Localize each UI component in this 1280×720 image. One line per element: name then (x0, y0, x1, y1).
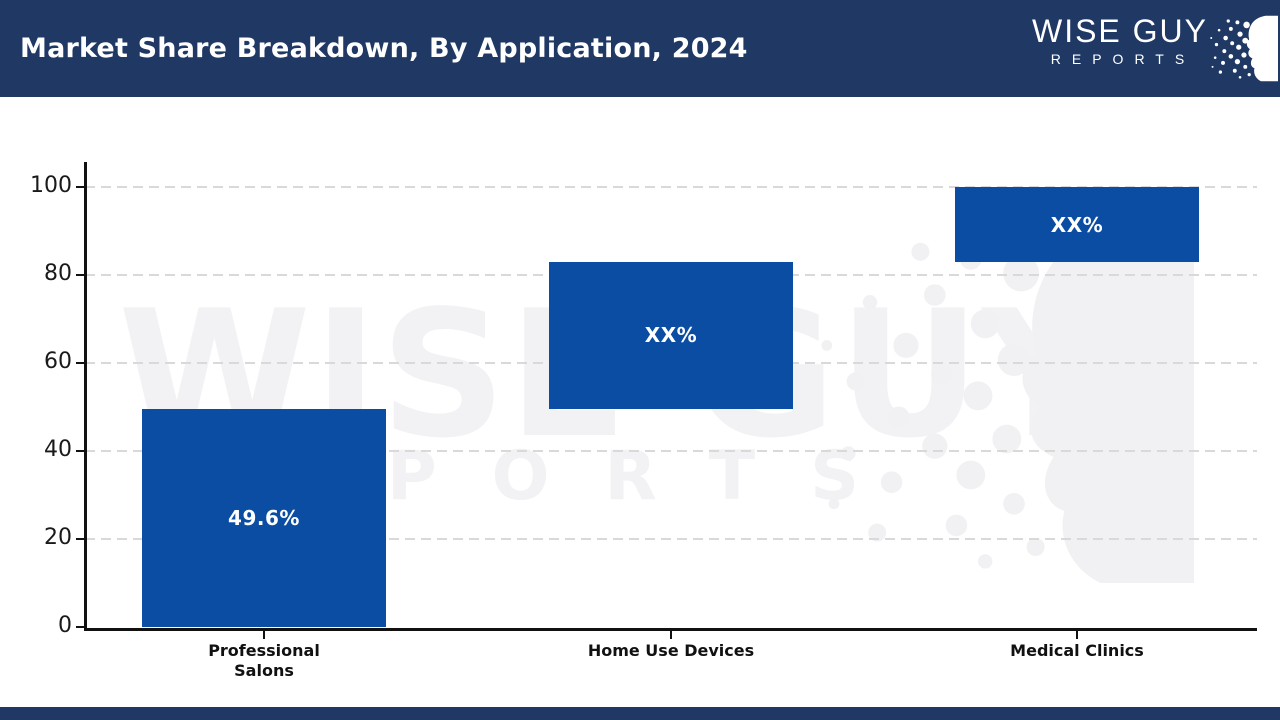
x-category-label: Professional Salons (208, 641, 320, 680)
gridline (85, 450, 1257, 452)
y-tick-label: 100 (30, 173, 72, 198)
bar-segment: XX% (955, 187, 1199, 263)
y-tick-label: 0 (58, 613, 72, 638)
y-tick-mark (76, 450, 84, 452)
y-tick-mark (76, 626, 84, 628)
bar-segment: 49.6% (142, 408, 386, 627)
y-tick-mark (76, 362, 84, 364)
y-tick-label: 80 (44, 261, 72, 286)
y-tick-label: 40 (44, 437, 72, 462)
x-category-label: Medical Clinics (1010, 641, 1144, 660)
bar-value-label: 49.6% (228, 505, 300, 530)
header-bar: Market Share Breakdown, By Application, … (0, 0, 1280, 97)
brand-logo: WISE GUY REPORTS (1032, 14, 1208, 67)
gridline (85, 186, 1257, 188)
y-tick-mark (76, 274, 84, 276)
x-tick-mark (263, 631, 265, 639)
x-category-label: Home Use Devices (587, 641, 755, 660)
y-tick-mark (76, 186, 84, 188)
x-tick-mark (670, 631, 672, 639)
bar-value-label: XX% (644, 323, 698, 348)
bar-value-label: XX% (1050, 212, 1104, 237)
brand-logo-name: WISE GUY (1031, 13, 1208, 49)
y-tick-label: 60 (44, 349, 72, 374)
bar-segment: XX% (549, 262, 793, 409)
gridline (85, 538, 1257, 540)
x-axis-line (84, 628, 1257, 631)
x-tick-mark (1076, 631, 1078, 639)
page-title: Market Share Breakdown, By Application, … (20, 33, 748, 64)
footer-bar (0, 707, 1280, 720)
y-tick-label: 20 (44, 525, 72, 550)
brand-logo-subtitle: REPORTS (1050, 51, 1196, 67)
y-tick-mark (76, 538, 84, 540)
brand-face-dots-icon (1210, 15, 1278, 82)
y-axis-line (84, 162, 87, 630)
